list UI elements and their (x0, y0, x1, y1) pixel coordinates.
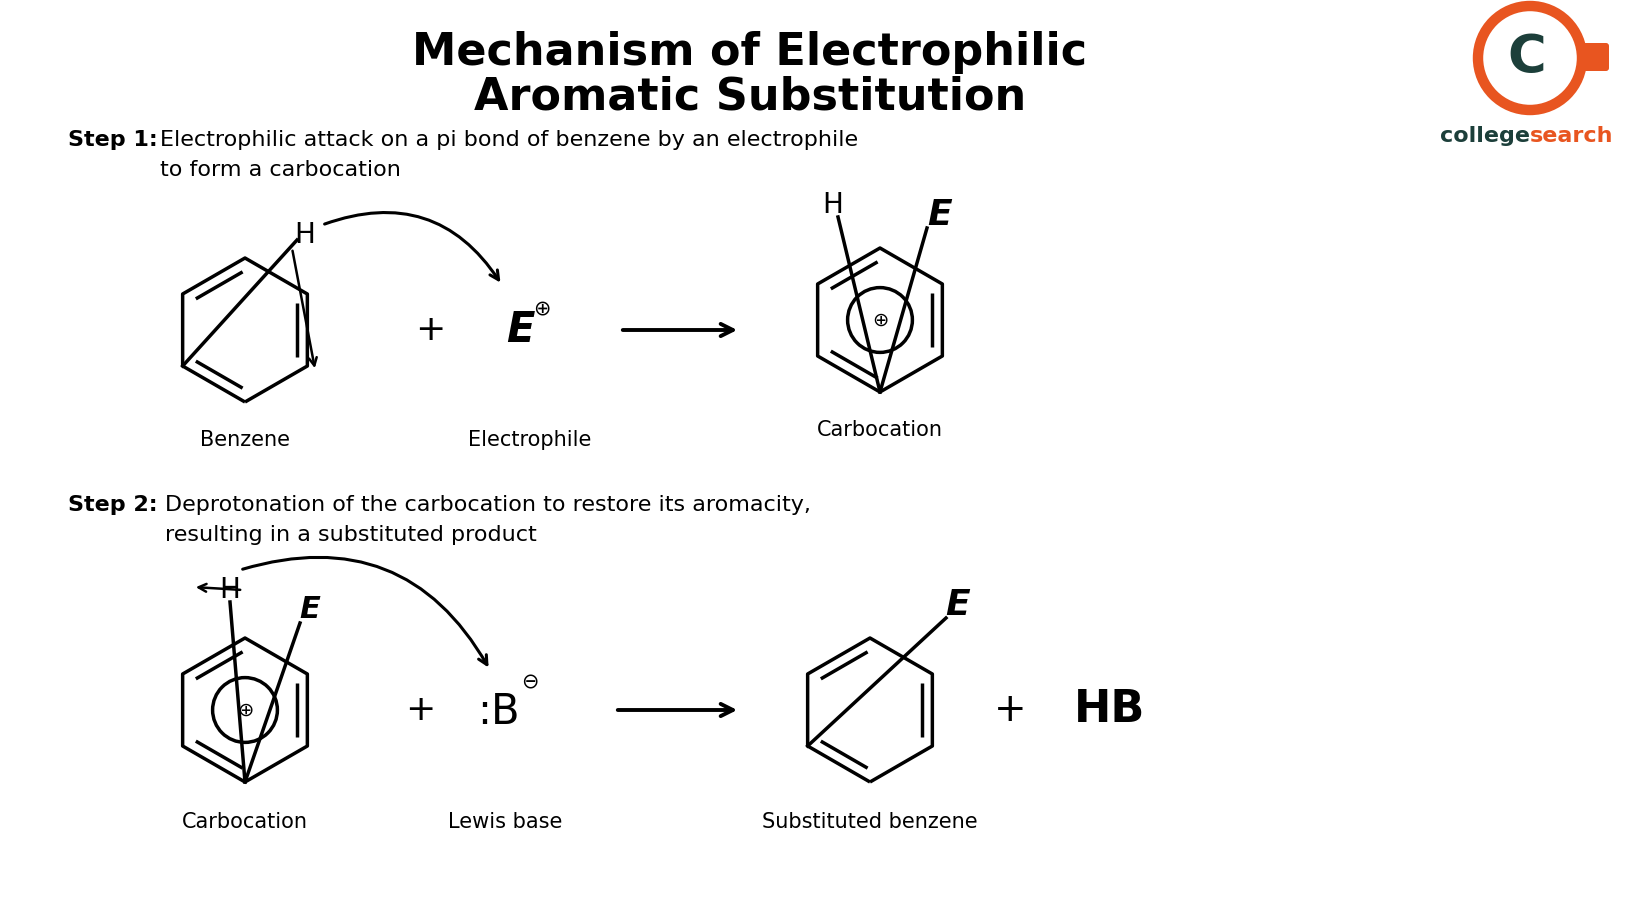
Text: E: E (946, 588, 970, 622)
Text: Substituted benzene: Substituted benzene (762, 812, 977, 832)
Text: Carbocation: Carbocation (816, 420, 942, 440)
Text: :B: :B (477, 691, 520, 733)
Text: Deprotonation of the carbocation to restore its aromacity,: Deprotonation of the carbocation to rest… (166, 495, 810, 515)
Text: E: E (928, 198, 952, 232)
Text: Lewis base: Lewis base (447, 812, 562, 832)
Text: search: search (1529, 126, 1613, 146)
Text: Carbocation: Carbocation (182, 812, 308, 832)
Text: college: college (1439, 126, 1529, 146)
Text: ⊕: ⊕ (872, 310, 888, 330)
Text: Electrophile: Electrophile (469, 430, 592, 450)
Text: Electrophilic attack on a pi bond of benzene by an electrophile: Electrophilic attack on a pi bond of ben… (161, 130, 857, 150)
FancyBboxPatch shape (1577, 43, 1608, 71)
Text: ⊕: ⊕ (533, 298, 551, 318)
Text: +: + (993, 691, 1026, 729)
Text: H: H (220, 576, 241, 604)
Text: Aromatic Substitution: Aromatic Substitution (474, 76, 1026, 118)
Text: Step 1:: Step 1: (67, 130, 157, 150)
Text: Mechanism of Electrophilic: Mechanism of Electrophilic (411, 30, 1087, 74)
Text: to form a carbocation: to form a carbocation (161, 160, 400, 180)
Text: +: + (405, 693, 434, 727)
Text: resulting in a substituted product: resulting in a substituted product (166, 525, 536, 545)
Text: ⊕: ⊕ (236, 700, 252, 720)
Text: Benzene: Benzene (200, 430, 290, 450)
Text: C: C (1506, 32, 1546, 84)
Text: +: + (415, 313, 444, 347)
Text: ⊖: ⊖ (521, 672, 539, 692)
Text: H: H (295, 221, 315, 249)
Text: E: E (505, 309, 534, 351)
Text: Step 2:: Step 2: (67, 495, 157, 515)
Text: HB: HB (1074, 688, 1146, 732)
Text: E: E (300, 595, 320, 625)
Text: H: H (823, 191, 842, 219)
